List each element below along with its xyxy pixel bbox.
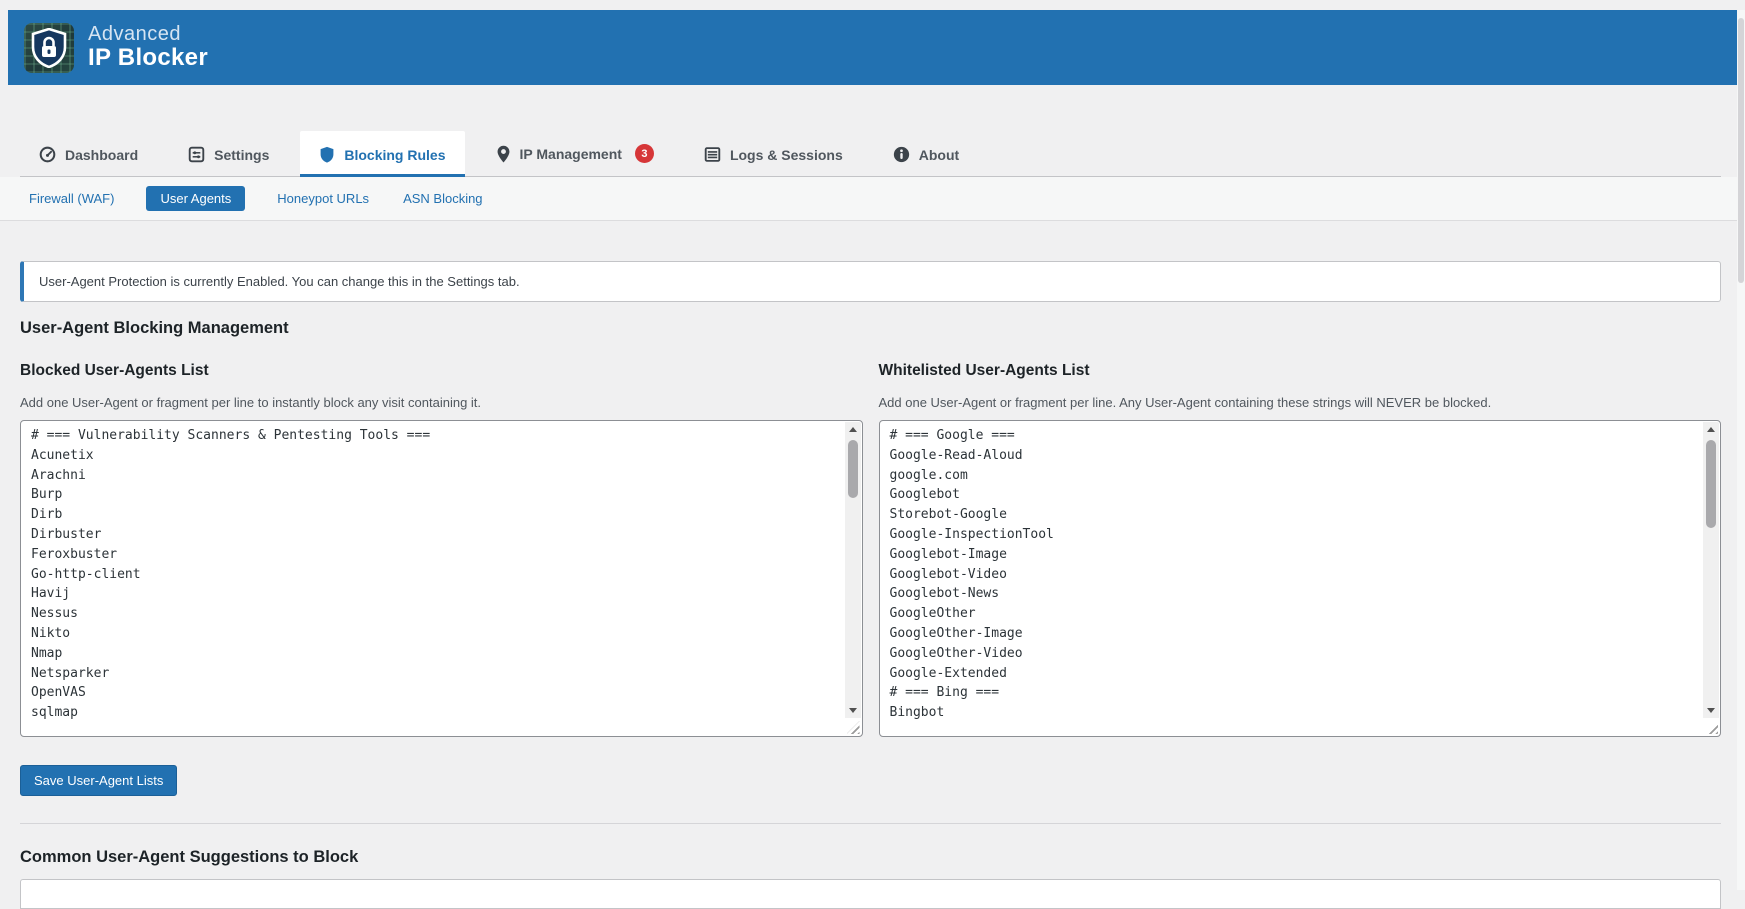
whitelist-title: Whitelisted User-Agents List [878, 362, 1090, 379]
whitelist-ua-scrollbar[interactable] [1703, 422, 1719, 718]
blocked-list-description: Add one User-Agent or fragment per line … [20, 395, 482, 410]
tab-label: About [918, 146, 960, 163]
shield-icon [319, 146, 335, 163]
whitelist-description: Add one User-Agent or fragment per line.… [878, 395, 1492, 410]
ip-management-count-badge: 3 [634, 144, 654, 163]
scroll-down-arrow-icon[interactable] [1703, 703, 1719, 718]
tab-label: Blocking Rules [344, 146, 446, 163]
tab-logs-sessions[interactable]: Logs & Sessions [685, 131, 862, 177]
location-pin-icon [496, 145, 511, 163]
tab-label: Logs & Sessions [729, 146, 843, 163]
shield-lock-icon [31, 27, 67, 68]
notice-text: User-Agent Protection is currently Enabl… [39, 274, 520, 289]
subnav-item-firewall-waf[interactable]: Firewall (WAF) [29, 191, 115, 206]
whitelist-ua-textarea[interactable] [878, 420, 1721, 737]
scrollbar-thumb[interactable] [847, 440, 858, 498]
scroll-down-arrow-icon[interactable] [845, 703, 861, 718]
subnav-item-asn-blocking[interactable]: ASN Blocking [403, 191, 483, 206]
settings-icon [188, 146, 205, 163]
blocked-list-title: Blocked User-Agents List [20, 362, 209, 379]
tab-ip-management[interactable]: IP Management 3 [477, 129, 673, 177]
ua-protection-status-notice: User-Agent Protection is currently Enabl… [20, 261, 1721, 302]
tab-label: Settings [214, 146, 270, 163]
dashboard-icon [39, 146, 56, 163]
whitelist-ua-textarea-wrap [878, 420, 1721, 737]
tab-label: Dashboard [65, 146, 139, 163]
tab-settings[interactable]: Settings [169, 131, 288, 177]
section-divider [20, 823, 1721, 824]
ua-lists-columns: Blocked User-Agents List Add one User-Ag… [20, 362, 1721, 737]
page-title: User-Agent Blocking Management [20, 319, 289, 337]
suggestions-card-partial [20, 879, 1721, 909]
scroll-up-arrow-icon[interactable] [1703, 422, 1719, 437]
brand-title-line2: IP Blocker [88, 44, 208, 72]
tab-blocking-rules[interactable]: Blocking Rules [300, 131, 465, 177]
brand-header: Advanced IP Blocker [8, 10, 1737, 85]
save-user-agent-lists-button[interactable]: Save User-Agent Lists [20, 765, 178, 796]
blocking-rules-subnav: Firewall (WAF) User Agents Honeypot URLs… [0, 177, 1745, 221]
scroll-up-arrow-icon[interactable] [845, 422, 861, 437]
page-scrollbar-thumb[interactable] [1738, 18, 1744, 283]
subnav-item-honeypot-urls[interactable]: Honeypot URLs [277, 191, 370, 206]
blocked-ua-textarea[interactable] [20, 420, 863, 737]
brand-title-line1: Advanced [88, 23, 181, 46]
plugin-logo [24, 22, 74, 73]
info-icon [893, 146, 910, 163]
tab-about[interactable]: About [874, 131, 978, 177]
whitelist-ua-column: Whitelisted User-Agents List Add one Use… [878, 362, 1721, 737]
blocked-ua-column: Blocked User-Agents List Add one User-Ag… [20, 362, 863, 737]
tab-dashboard[interactable]: Dashboard [20, 131, 157, 177]
page-scrollbar[interactable] [1737, 10, 1745, 890]
blocked-ua-textarea-wrap [20, 420, 863, 737]
main-tab-bar: Dashboard Settings Blocking Rules [20, 129, 1721, 177]
subnav-item-user-agents[interactable]: User Agents [146, 186, 246, 211]
list-icon [704, 146, 721, 163]
blocked-ua-scrollbar[interactable] [844, 422, 861, 718]
suggestions-section-title: Common User-Agent Suggestions to Block [20, 848, 359, 866]
scrollbar-thumb[interactable] [1706, 440, 1716, 528]
tab-label: IP Management [519, 145, 622, 162]
